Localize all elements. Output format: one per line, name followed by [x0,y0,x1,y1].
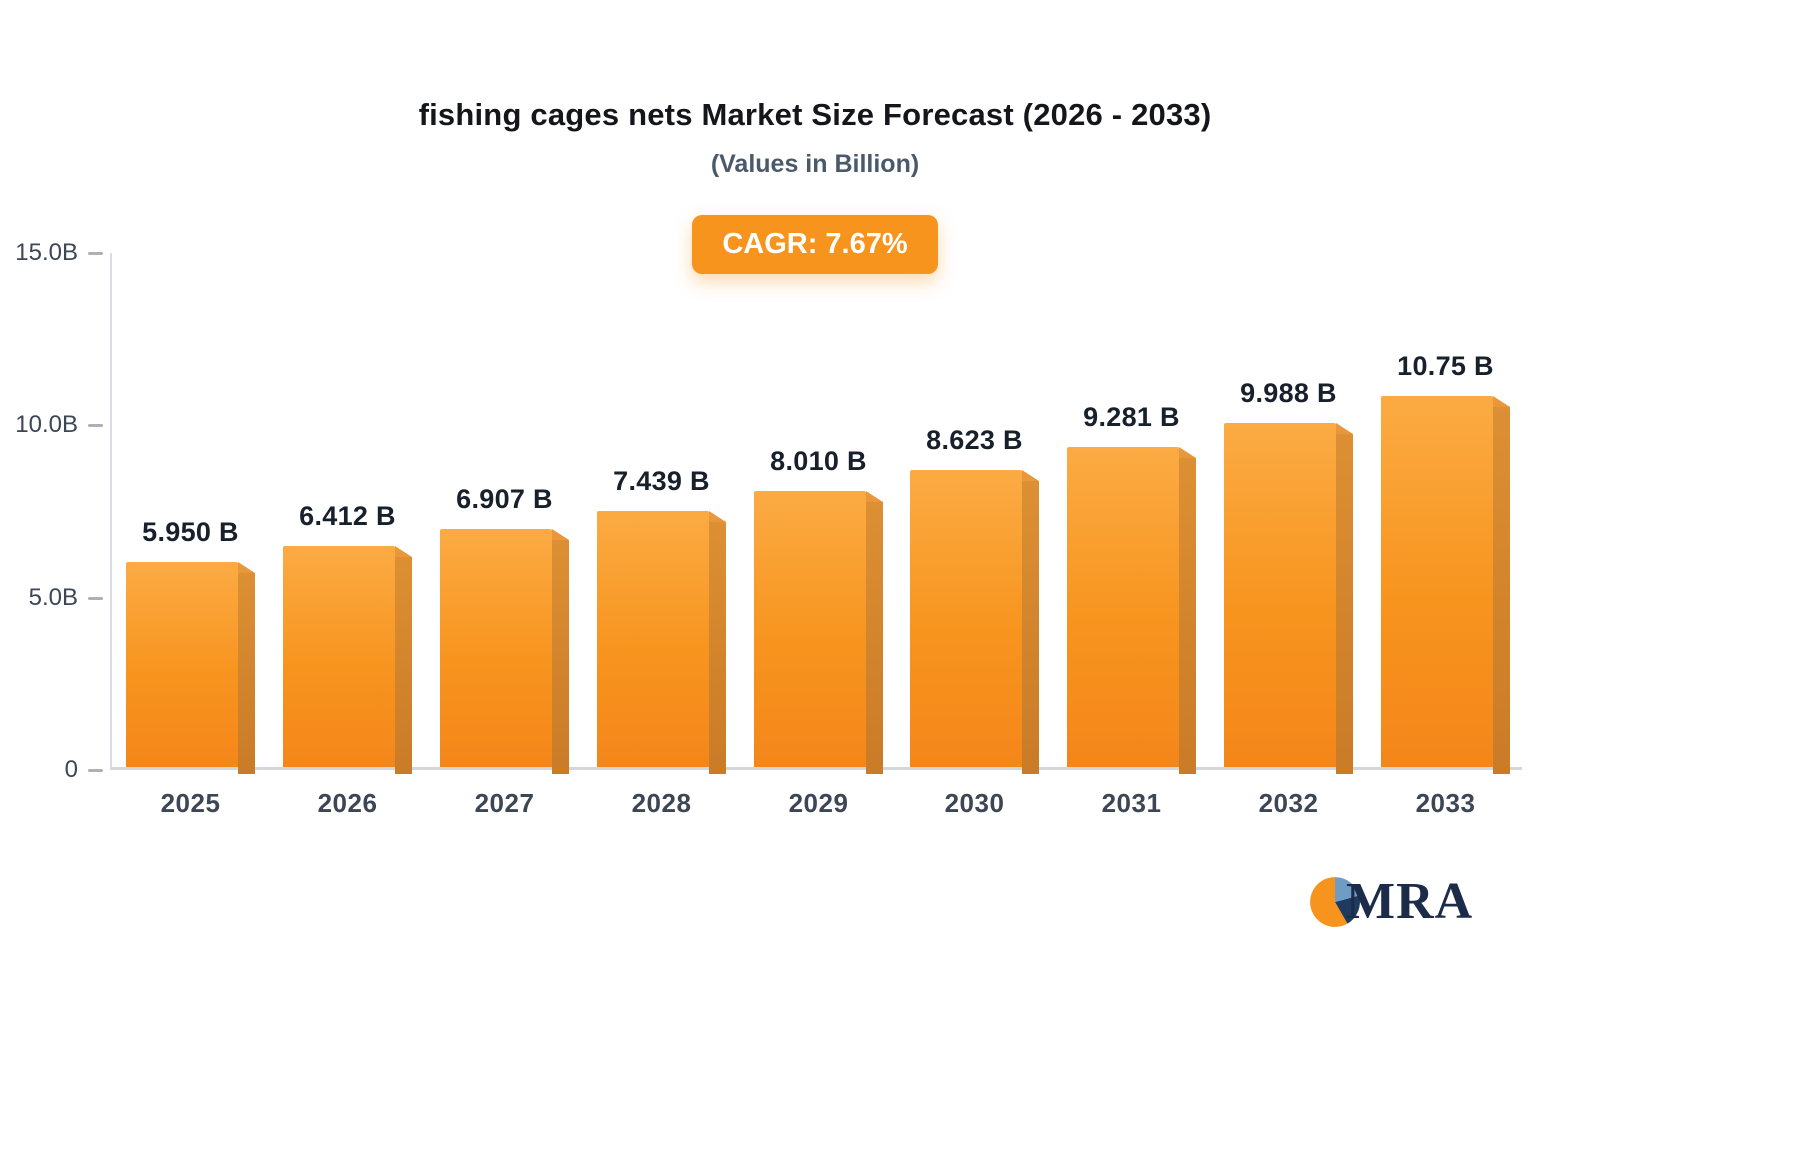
x-axis-label: 2025 [160,788,221,818]
bar-top-bevel [395,546,412,557]
bar-top-bevel [552,529,569,540]
bar-side-face [395,557,412,774]
x-axis-label: 2031 [1101,788,1162,818]
x-axis-label: 2033 [1415,788,1476,818]
brand-logo-text: MRA [1346,873,1474,930]
y-axis-tick [88,252,103,255]
bar-2028 [597,511,726,774]
bar-side-face [238,573,255,774]
y-axis-label: 10.0B [15,411,78,438]
chart-title: fishing cages nets Market Size Forecast … [418,97,1212,132]
bar-front-face [910,470,1022,767]
bar-2026 [283,546,412,774]
bar-value-label: 9.988 B [1240,378,1337,408]
x-axis-label: 2030 [944,788,1005,818]
bar-2027 [440,529,569,774]
bar-front-face [1224,423,1336,767]
x-axis-label: 2027 [474,788,535,818]
brand-logo: MRA [1308,872,1473,931]
x-axis-label: 2032 [1258,788,1319,818]
bar-value-label: 9.281 B [1083,402,1180,432]
bar-top-bevel [866,491,883,502]
bar-top-bevel [238,562,255,573]
bar-2033 [1381,396,1510,774]
bar-front-face [283,546,395,767]
bar-side-face [552,540,569,774]
y-axis-tick [88,597,103,600]
bar-front-face [754,491,866,767]
chart-subtitle: (Values in Billion) [710,150,920,178]
plot-area: 5.950 B 2025 6.412 B 2026 6.907 B 2027 7.439 B… [110,253,1522,818]
bar-side-face [1336,434,1353,774]
cagr-badge: CAGR: 7.67% [692,215,938,274]
y-axis-label: 5.0B [28,584,78,611]
bar-top-bevel [709,511,726,522]
y-axis-tick [88,769,103,772]
y-axis-label: 15.0B [15,239,78,266]
bar-2029 [754,491,883,774]
bar-front-face [597,511,709,767]
bar-value-label: 5.950 B [142,517,239,547]
bar-front-face [1067,447,1179,767]
bar-front-face [1381,396,1493,767]
pie-logo-icon [1310,876,1360,927]
bar-front-face [126,562,238,767]
bar-front-face [440,529,552,767]
bar-side-face [1179,458,1196,774]
bar-value-label: 8.010 B [770,446,867,476]
bar-2031 [1067,447,1196,774]
bar-side-face [709,522,726,774]
bar-2032 [1224,423,1353,774]
bar-side-face [1493,407,1510,774]
bar-2030 [910,470,1039,774]
bar-side-face [1022,481,1039,774]
bar-value-label: 8.623 B [926,425,1023,455]
bar-top-bevel [1022,470,1039,481]
bar-side-face [866,502,883,774]
y-axis-tick [88,424,103,427]
bar-value-label: 6.412 B [299,501,396,531]
bar-2025 [126,562,255,774]
chart-header: fishing cages nets Market Size Forecast … [0,0,1630,274]
bar-top-bevel [1336,423,1353,434]
x-axis-label: 2026 [317,788,378,818]
bar-value-label: 7.439 B [613,466,710,496]
x-axis-label: 2029 [788,788,849,818]
bar-top-bevel [1179,447,1196,458]
x-axis-label: 2028 [631,788,692,818]
bar-value-label: 10.75 B [1397,351,1494,381]
bar-value-label: 6.907 B [456,484,553,514]
y-axis-label: 0 [64,756,78,783]
bar-top-bevel [1493,396,1510,407]
